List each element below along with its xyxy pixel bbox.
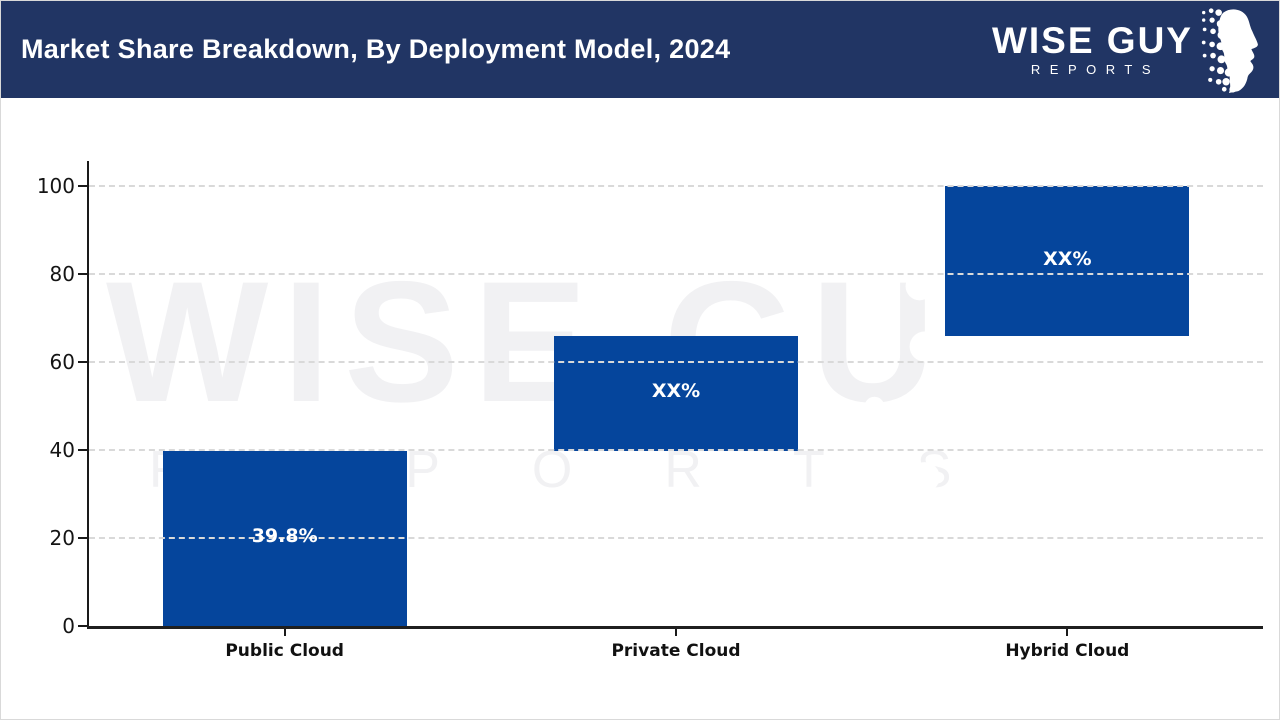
logo-wordmark-line1: WISE GUY	[991, 20, 1193, 61]
bar-value-label: 39.8%	[251, 525, 318, 548]
logo-wordmark: WISE GUY REPORTS	[992, 22, 1193, 77]
y-axis-spine	[87, 161, 89, 629]
bar-value-label: XX%	[651, 380, 701, 403]
bar-private-cloud	[554, 335, 798, 451]
face-dots-icon	[1201, 7, 1258, 93]
gridline-80	[89, 273, 1263, 275]
x-tick-mark	[1066, 629, 1069, 636]
y-tick-mark	[78, 273, 87, 275]
y-tick-label: 80	[49, 262, 75, 286]
x-tick-mark	[283, 629, 286, 636]
chart-title: Market Share Breakdown, By Deployment Mo…	[21, 34, 731, 64]
x-category-label: Private Cloud	[611, 641, 741, 661]
chart-canvas: WISE GUY REPORTS 0 20 40 60 80 100 39.8% Public…	[1, 98, 1279, 719]
gridline-40	[89, 449, 1263, 451]
gridline-20	[89, 537, 1263, 539]
plot-area: 0 20 40 60 80 100 39.8% Public Cloud XX% Private …	[37, 161, 1263, 661]
y-tick-label: 100	[36, 174, 75, 198]
x-category-label: Public Cloud	[225, 641, 344, 661]
y-tick-label: 60	[49, 350, 75, 374]
logo-wordmark-line2: REPORTS	[1030, 62, 1161, 77]
y-tick-mark	[78, 185, 87, 187]
gridline-60	[89, 361, 1263, 363]
y-tick-label: 20	[49, 526, 75, 550]
y-tick-label: 40	[49, 438, 75, 462]
y-tick-mark	[78, 449, 87, 451]
y-tick-mark	[78, 361, 87, 363]
y-tick-mark	[78, 537, 87, 539]
header: Market Share Breakdown, By Deployment Mo…	[1, 1, 1279, 98]
y-tick-label: 0	[62, 614, 75, 638]
x-tick-mark	[675, 629, 677, 636]
gridline-100	[89, 185, 1263, 187]
x-category-label: Hybrid Cloud	[1005, 641, 1130, 661]
bar-value-label: XX%	[1043, 247, 1092, 270]
y-tick-mark	[78, 625, 87, 627]
x-axis-spine	[87, 626, 1263, 629]
brand-logo: WISE GUY REPORTS	[992, 7, 1261, 93]
